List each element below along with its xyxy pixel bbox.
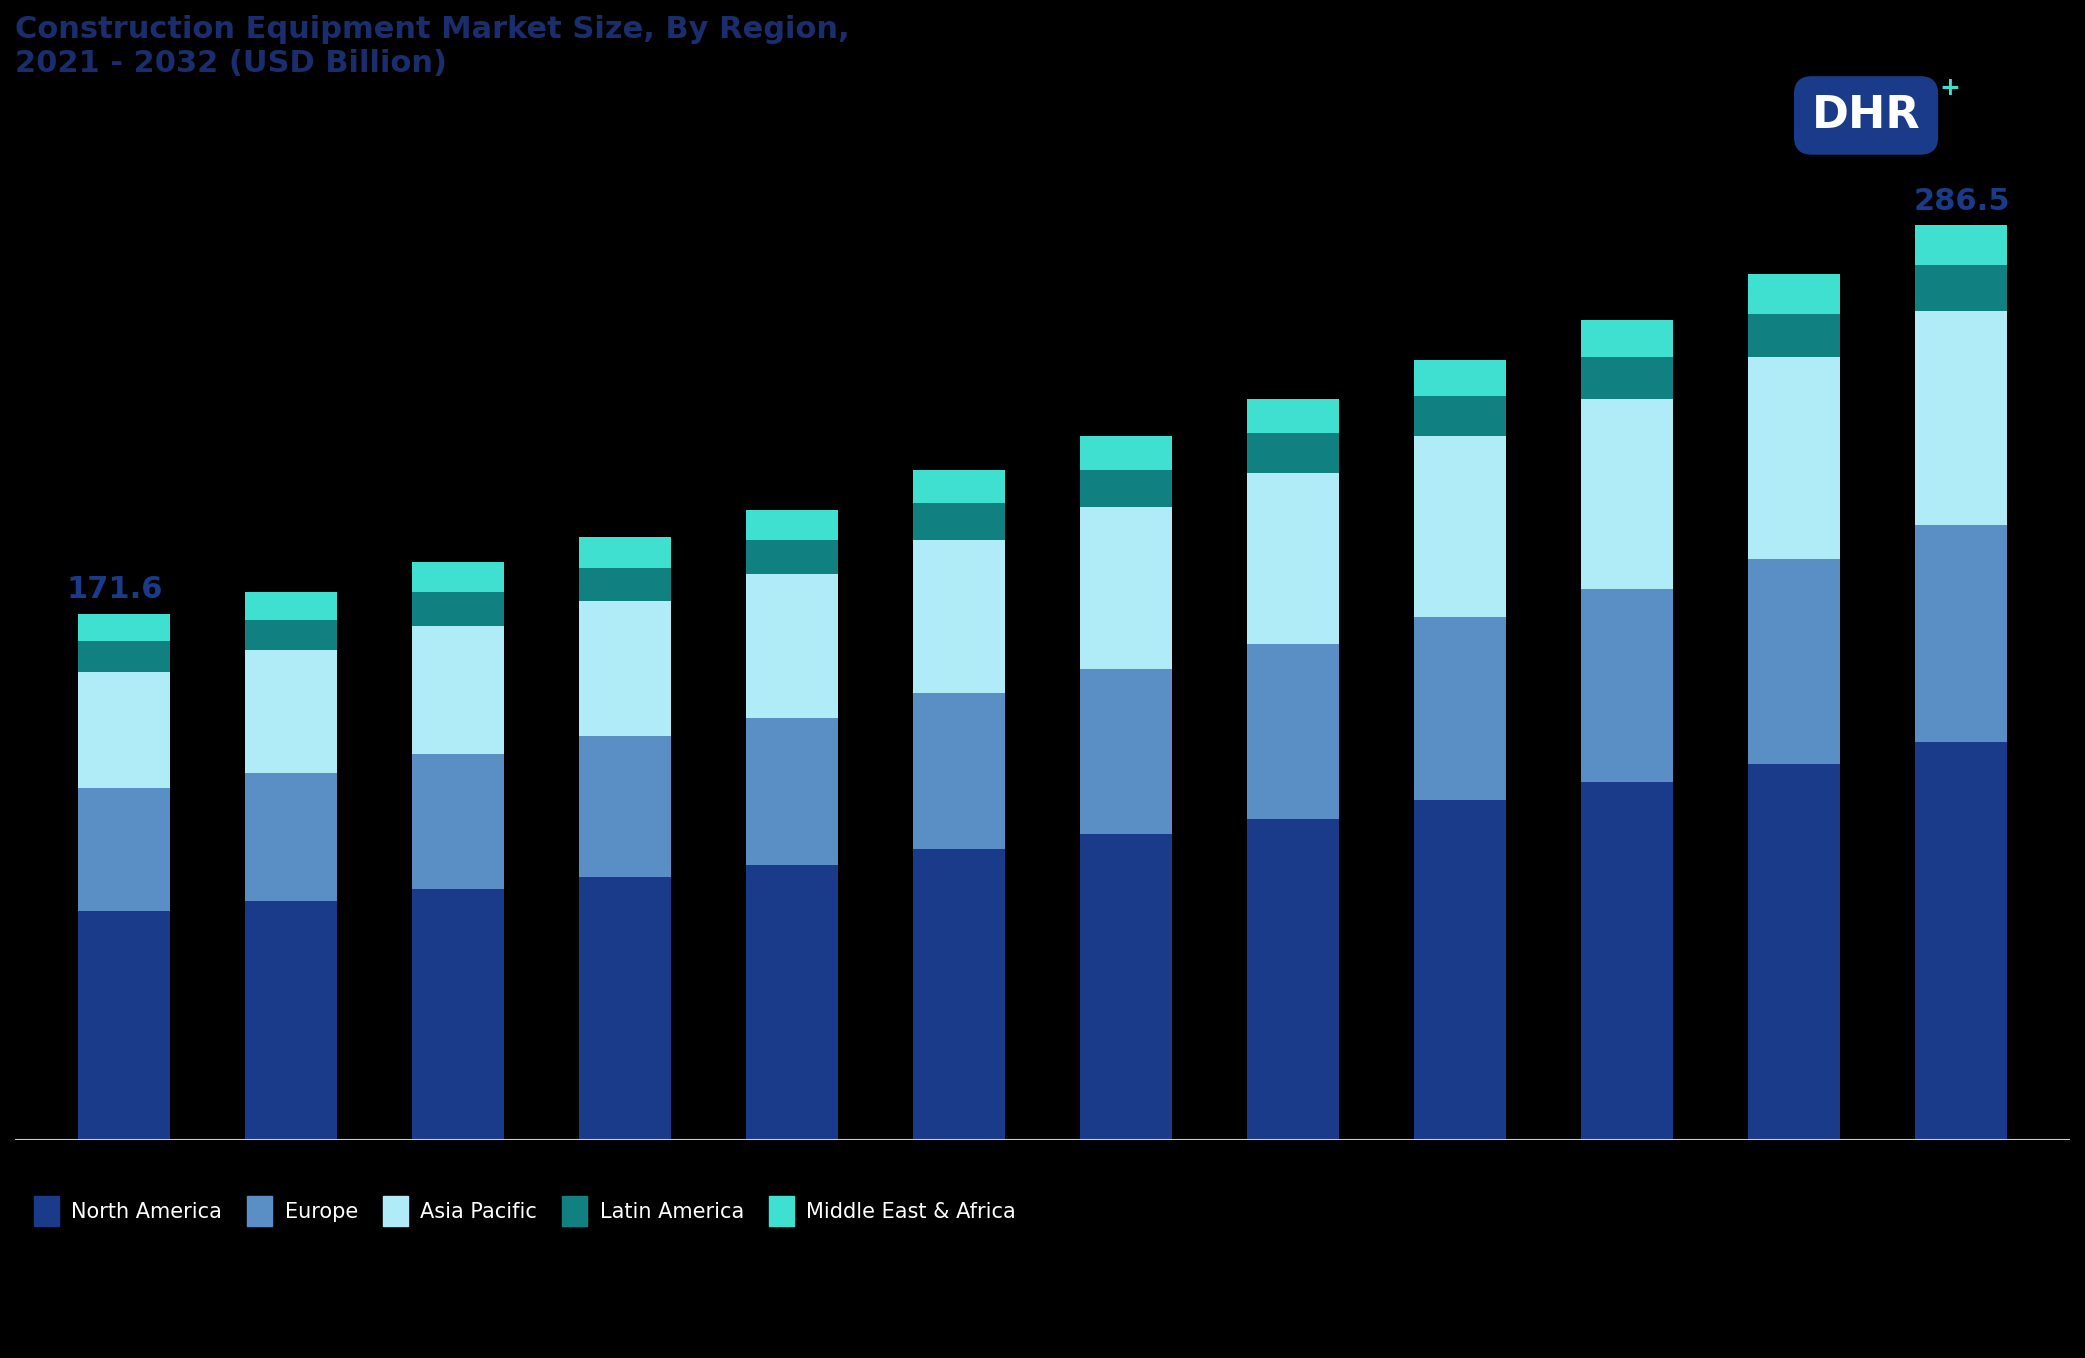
Bar <box>1414 360 1505 397</box>
Bar <box>77 614 169 641</box>
Bar <box>1916 743 2008 1141</box>
Bar <box>1247 399 1339 433</box>
Bar <box>1080 470 1172 507</box>
Bar <box>1916 311 2008 526</box>
Bar <box>580 736 671 877</box>
Bar <box>413 755 505 889</box>
Bar <box>913 540 1005 694</box>
Bar <box>77 641 169 672</box>
Bar <box>913 694 1005 849</box>
Bar <box>1080 436 1172 470</box>
Bar <box>413 592 505 626</box>
Bar <box>746 540 838 574</box>
Bar <box>413 626 505 755</box>
Bar <box>1247 433 1339 473</box>
Bar <box>1247 473 1339 644</box>
Text: Construction Equipment Market Size, By Region,
2021 - 2032 (USD Billion): Construction Equipment Market Size, By R… <box>15 15 849 77</box>
Bar <box>913 849 1005 1141</box>
Bar <box>580 602 671 736</box>
Bar <box>746 718 838 865</box>
Bar <box>244 650 336 773</box>
Bar <box>1414 397 1505 436</box>
Bar <box>1580 399 1672 589</box>
Bar <box>746 509 838 540</box>
Bar <box>1916 225 2008 265</box>
Text: DHR: DHR <box>1812 94 1920 137</box>
Bar <box>1580 782 1672 1141</box>
Bar <box>1580 589 1672 782</box>
Bar <box>746 865 838 1141</box>
Bar <box>1080 834 1172 1141</box>
Bar <box>1916 265 2008 311</box>
Bar <box>1414 800 1505 1141</box>
Bar <box>580 568 671 602</box>
Bar <box>77 672 169 788</box>
Bar <box>1749 763 1841 1141</box>
Legend: North America, Europe, Asia Pacific, Latin America, Middle East & Africa: North America, Europe, Asia Pacific, Lat… <box>25 1188 1024 1234</box>
Bar <box>1247 644 1339 819</box>
Bar <box>413 889 505 1141</box>
Bar <box>1749 357 1841 558</box>
Bar <box>1414 617 1505 800</box>
Bar <box>1080 668 1172 834</box>
Bar <box>77 911 169 1141</box>
Bar <box>1916 526 2008 743</box>
Bar <box>1414 436 1505 617</box>
Text: +: + <box>1939 76 1960 100</box>
Bar <box>1580 357 1672 399</box>
Bar <box>580 538 671 568</box>
Bar <box>244 773 336 902</box>
Bar <box>913 504 1005 540</box>
Bar <box>1749 558 1841 763</box>
Bar <box>244 902 336 1141</box>
Bar <box>913 470 1005 504</box>
Bar <box>746 574 838 718</box>
Bar <box>1749 274 1841 314</box>
Text: 171.6: 171.6 <box>67 576 163 604</box>
Bar <box>580 877 671 1141</box>
Bar <box>77 788 169 911</box>
Bar <box>1749 314 1841 357</box>
Bar <box>1580 319 1672 357</box>
Bar <box>1080 507 1172 668</box>
Bar <box>1247 819 1339 1141</box>
Bar <box>244 592 336 619</box>
Bar <box>413 562 505 592</box>
Text: 286.5: 286.5 <box>1914 186 2010 216</box>
Bar <box>244 619 336 650</box>
